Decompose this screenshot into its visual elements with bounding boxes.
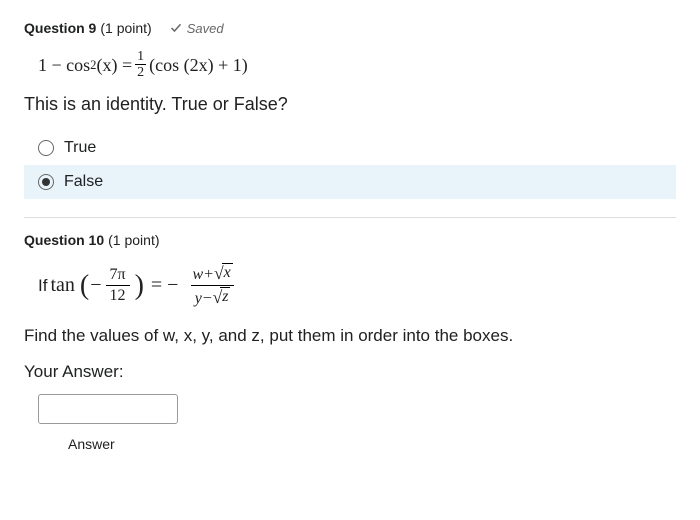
q9-lhs-pre: 1 − cos xyxy=(38,55,90,76)
question-9-points: (1 point) xyxy=(100,20,151,36)
question-10-header: Question 10 (1 point) xyxy=(24,232,676,248)
answer-input[interactable] xyxy=(38,394,178,424)
q10-tan: tan xyxy=(50,274,74,297)
q9-prompt: This is an identity. True or False? xyxy=(24,94,676,115)
q9-frac-den: 2 xyxy=(135,64,146,80)
question-10-label: Question 10 xyxy=(24,232,104,248)
radio-circle-false xyxy=(38,174,54,190)
q10-rfrac-num: w+√x xyxy=(188,262,236,285)
saved-text: Saved xyxy=(187,21,224,36)
q9-rhs: (cos (2x) + 1) xyxy=(149,55,248,76)
q10-rfrac-den: y−√z xyxy=(191,285,235,309)
q10-equals: = − xyxy=(151,274,179,297)
q10-minus: − xyxy=(90,274,101,297)
q10-lfrac-num: 7π xyxy=(106,265,130,285)
question-9-label: Question 9 xyxy=(24,20,96,36)
question-divider xyxy=(24,217,676,218)
sqrt-z: √z xyxy=(213,287,231,307)
sqrt-x: √x xyxy=(214,263,233,283)
radio-label-true: True xyxy=(64,139,96,157)
sqrt-x-body: x xyxy=(222,263,233,282)
question-10-points: (1 point) xyxy=(108,232,159,248)
question-9-header: Question 9 (1 point) Saved xyxy=(24,20,676,36)
check-icon xyxy=(170,22,182,34)
q10-lfrac: 7π 12 xyxy=(106,265,130,307)
q10-num-pre: w+ xyxy=(192,266,213,283)
radio-circle-true xyxy=(38,140,54,156)
q10-find-text: Find the values of w, x, y, and z, put t… xyxy=(24,326,676,346)
q9-equation: 1 − cos 2 (x) = 1 2 (cos (2x) + 1) xyxy=(38,50,676,80)
q9-frac: 1 2 xyxy=(135,50,146,80)
q10-lfrac-den: 12 xyxy=(106,285,130,306)
q10-equation: If tan ( − 7π 12 ) = − w+√x y−√z xyxy=(38,262,676,310)
q10-rfrac: w+√x y−√z xyxy=(188,262,236,310)
your-answer-label: Your Answer: xyxy=(24,362,676,382)
q9-frac-num: 1 xyxy=(135,50,146,64)
sqrt-z-body: z xyxy=(220,287,230,306)
q10-if: If xyxy=(38,276,47,296)
radio-label-false: False xyxy=(64,173,103,191)
saved-indicator: Saved xyxy=(170,21,224,36)
answer-field-label: Answer xyxy=(68,436,676,452)
q10-den-pre: y− xyxy=(195,290,213,307)
radio-option-true[interactable]: True xyxy=(24,131,676,165)
q9-lhs-post: (x) = xyxy=(96,55,132,76)
radio-option-false[interactable]: False xyxy=(24,165,676,199)
